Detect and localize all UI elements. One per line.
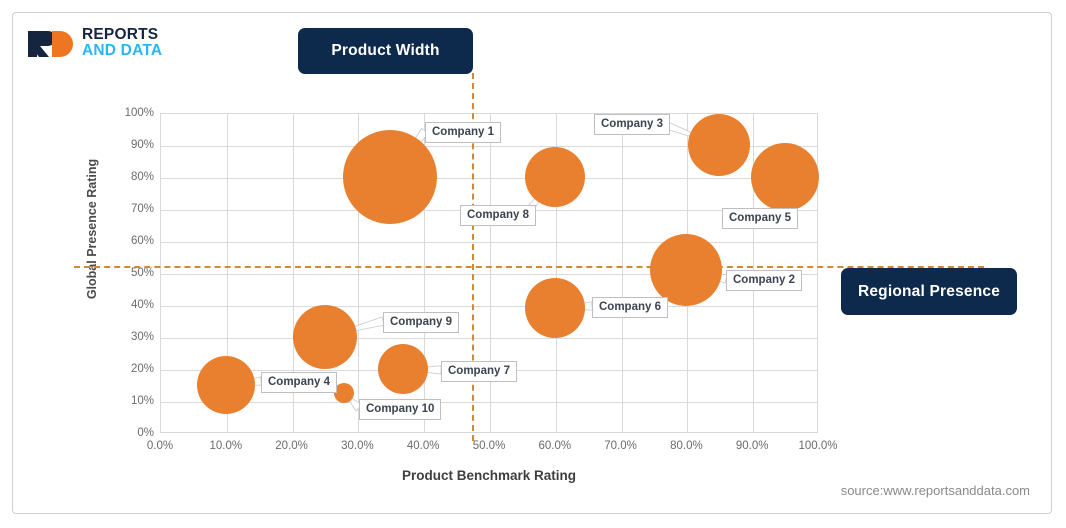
y-axis-tick-label: 90% bbox=[130, 139, 154, 151]
bubble-point[interactable] bbox=[343, 130, 438, 224]
bubble-point[interactable] bbox=[334, 383, 355, 403]
y-axis-tick-label: 50% bbox=[130, 267, 154, 279]
bubble-point[interactable] bbox=[650, 233, 723, 306]
bubble-point[interactable] bbox=[688, 114, 751, 176]
gridline-vertical bbox=[424, 114, 426, 432]
logo-wordmark: REPORTS AND DATA bbox=[82, 27, 162, 59]
bubble-label[interactable]: Company 9 bbox=[383, 312, 459, 333]
gridline-vertical bbox=[358, 114, 360, 432]
gridline-vertical bbox=[490, 114, 491, 432]
x-axis-tick-label: 90.0% bbox=[735, 440, 769, 452]
bubble-point[interactable] bbox=[378, 344, 429, 394]
y-axis-tick-label: 30% bbox=[130, 331, 154, 343]
y-axis-tick-label: 100% bbox=[124, 107, 154, 119]
bubble-point[interactable] bbox=[524, 147, 585, 207]
gridline-vertical bbox=[226, 114, 228, 432]
x-axis-tick-label: 50.0% bbox=[472, 440, 506, 452]
gridline-horizontal bbox=[161, 178, 817, 179]
source-attribution: source:www.reportsanddata.com bbox=[840, 483, 1030, 498]
gridline-horizontal bbox=[161, 306, 817, 307]
y-axis-tick-label: 70% bbox=[130, 203, 154, 215]
y-axis-tick-label: 60% bbox=[130, 235, 154, 247]
y-axis-tick-label: 20% bbox=[130, 363, 154, 375]
bubble-point[interactable] bbox=[524, 278, 585, 339]
bubble-point[interactable] bbox=[751, 143, 820, 211]
gridline-horizontal bbox=[161, 274, 817, 275]
x-axis-tick-labels: 0.0% 10.0% 20.0% 30.0% 40.0% 50.0% 60.0% 70.0% 8… bbox=[147, 440, 838, 458]
x-axis-tick-label: 20.0% bbox=[275, 440, 308, 452]
x-axis-tick-label: 0.0% bbox=[146, 440, 174, 452]
gridline-horizontal bbox=[161, 402, 817, 403]
logo-line-2: AND DATA bbox=[82, 41, 163, 59]
y-axis-tick-label: 40% bbox=[130, 299, 154, 311]
bubble-label[interactable]: Company 4 bbox=[261, 372, 337, 393]
y-axis-tick-labels: 0% 10% 20% 30% 40% 50% 60% 70% 80% 90% 100% bbox=[104, 107, 154, 439]
bubble-label[interactable]: Company 5 bbox=[722, 208, 798, 229]
x-axis-tick-label: 100.0% bbox=[798, 440, 838, 452]
logo-line-1: REPORTS bbox=[82, 26, 159, 43]
bubble-point[interactable] bbox=[292, 305, 357, 369]
gridline-horizontal bbox=[161, 146, 817, 147]
gridline-vertical bbox=[555, 114, 557, 432]
bubble-label[interactable]: Company 6 bbox=[592, 297, 668, 318]
gridline-horizontal bbox=[161, 242, 817, 243]
bubble-label[interactable]: Company 3 bbox=[594, 114, 670, 135]
gridline-vertical bbox=[292, 114, 294, 432]
x-axis-title: Product Benchmark Rating bbox=[401, 468, 577, 483]
logo-mark-icon bbox=[26, 29, 80, 59]
x-axis-tick-label: 10.0% bbox=[209, 440, 243, 452]
y-axis-tick-label: 80% bbox=[130, 171, 154, 183]
badge-product-width: Product Width bbox=[298, 28, 473, 74]
gridline-horizontal bbox=[161, 338, 817, 339]
bubble-label[interactable]: Company 7 bbox=[441, 361, 517, 382]
reports-and-data-logo: REPORTS AND DATA bbox=[26, 27, 186, 61]
y-axis-tick-label: 0% bbox=[137, 427, 154, 439]
bubble-label[interactable]: Company 2 bbox=[726, 270, 802, 291]
gridline-vertical bbox=[621, 114, 623, 432]
badge-regional-presence: Regional Presence bbox=[841, 268, 1017, 315]
bubble-point[interactable] bbox=[196, 356, 255, 414]
x-axis-tick-label: 80.0% bbox=[670, 440, 703, 452]
y-axis-title: Global Presence Rating bbox=[85, 158, 99, 300]
x-axis-tick-label: 70.0% bbox=[604, 440, 637, 452]
x-axis-tick-label: 40.0% bbox=[406, 440, 440, 452]
x-axis-tick-label: 60.0% bbox=[538, 440, 572, 452]
bubble-label[interactable]: Company 8 bbox=[460, 205, 536, 226]
quadrant-line-vertical bbox=[472, 73, 474, 441]
bubble-label[interactable]: Company 1 bbox=[425, 122, 501, 143]
bubble-label[interactable]: Company 10 bbox=[359, 399, 442, 420]
y-axis-tick-label: 10% bbox=[130, 395, 154, 407]
x-axis-tick-label: 30.0% bbox=[341, 440, 374, 452]
quadrant-line-horizontal bbox=[74, 266, 984, 268]
